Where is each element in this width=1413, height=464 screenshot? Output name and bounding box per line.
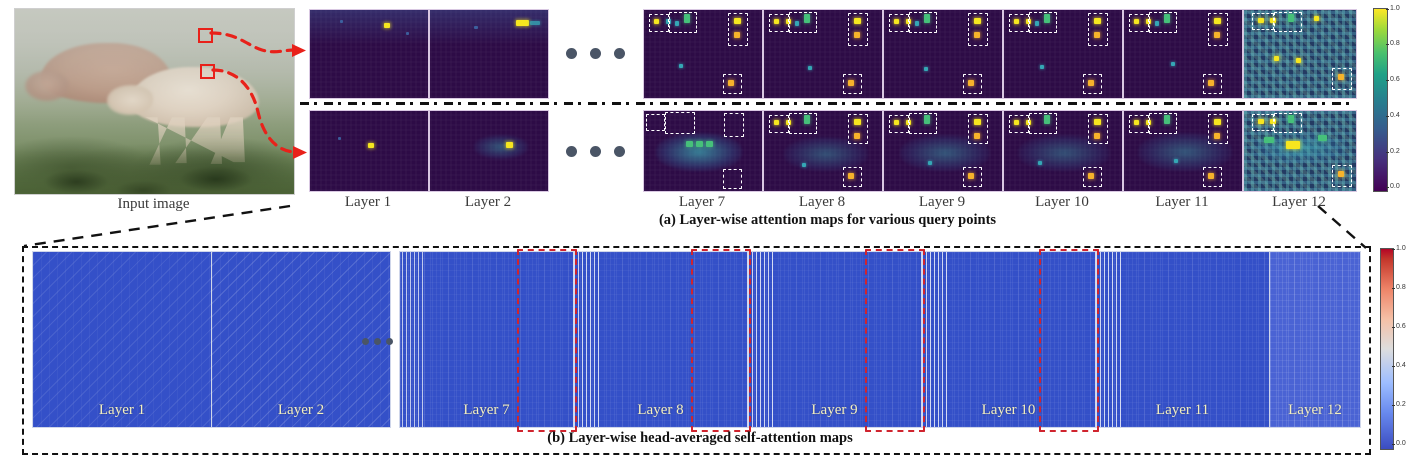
panel-b-frame: [22, 246, 1371, 455]
selfattn-label-layer1: Layer 1: [98, 402, 146, 418]
ellipsis-row2: [566, 146, 626, 158]
colorbar-b-tick-0_0: 0.0: [1392, 440, 1406, 447]
attention-tile-row1-layer7: [643, 9, 763, 99]
selfattn-tile-layer1: Layer 1: [32, 251, 212, 428]
selfattn-tile-layer9: Layer 9: [747, 251, 922, 428]
selfattn-tile-layer8: Layer 8: [573, 251, 748, 428]
query-point-box-upper: [198, 28, 213, 43]
colorbar-a-tick-0_8: 0.8: [1386, 40, 1400, 47]
selfattn-tile-layer11: Layer 11: [1095, 251, 1270, 428]
selfattn-label-layer2: Layer 2: [277, 402, 325, 418]
colorbar-a-tick-0_0: 0.0: [1386, 183, 1400, 190]
attention-tile-row2-layer12: [1243, 110, 1357, 192]
attention-tile-row2-layer10: [1003, 110, 1123, 192]
attention-tile-row2-layer2: [429, 110, 549, 192]
query-point-box-lower: [200, 64, 215, 79]
attention-tile-row1-layer2: [429, 9, 549, 99]
colorbar-b-tick-0_2: 0.2: [1392, 401, 1406, 408]
colorbar-gradient-coolwarm: [1380, 248, 1394, 450]
selfattn-label-layer10: Layer 10: [981, 402, 1036, 418]
attention-tile-row2-layer8: [763, 110, 883, 192]
selfattn-tile-layer2: Layer 2: [211, 251, 391, 428]
layer-label-a-10: Layer 10: [1035, 194, 1089, 210]
colorbar-a-tick-0_6: 0.6: [1386, 76, 1400, 83]
attention-tile-row2-layer1: [309, 110, 429, 192]
layer-label-a-9: Layer 9: [918, 194, 966, 210]
highlight-box-b-1: [517, 249, 577, 432]
colorbar-a-tick-0_4: 0.4: [1386, 112, 1400, 119]
colorbar-b-tick-1_0: 1.0: [1392, 245, 1406, 252]
colorbar-gradient-viridis: [1373, 8, 1388, 192]
selfattn-label-layer11: Layer 11: [1155, 402, 1210, 418]
selfattn-label-layer7: Layer 7: [463, 402, 510, 418]
attention-tile-row2-layer7: [643, 110, 763, 192]
attention-tile-row1-layer10: [1003, 9, 1123, 99]
input-image-label: Input image: [117, 196, 190, 212]
colorbar-panel-b: 1.0 0.8 0.6 0.4 0.2 0.0: [1380, 245, 1413, 450]
ellipsis-row1: [566, 48, 626, 60]
layer-label-a-7: Layer 7: [678, 194, 726, 210]
selfattn-label-layer12: Layer 12: [1288, 402, 1342, 418]
highlight-box-b-4: [1039, 249, 1099, 432]
colorbar-a-tick-1_0: 1.0: [1386, 5, 1400, 12]
row-divider: [300, 102, 1355, 105]
layer-label-a-12: Layer 12: [1272, 194, 1326, 210]
highlight-box-b-2: [691, 249, 751, 432]
layer-label-a-2: Layer 2: [464, 194, 512, 210]
colorbar-b-tick-0_8: 0.8: [1392, 284, 1406, 291]
selfattn-tile-layer10: Layer 10: [921, 251, 1096, 428]
colorbar-a-tick-0_2: 0.2: [1386, 148, 1400, 155]
colorbar-panel-a: 1.0 0.8 0.6 0.4 0.2 0.0: [1373, 5, 1413, 192]
selfattn-label-layer9: Layer 9: [811, 402, 858, 418]
attention-tile-row1-layer11: [1123, 9, 1243, 99]
attention-tile-row1-layer1: [309, 9, 429, 99]
input-image: [14, 8, 295, 195]
colorbar-b-tick-0_6: 0.6: [1392, 323, 1406, 330]
selfattn-tile-layer12: Layer 12: [1269, 251, 1361, 428]
panel-a-caption: (a) Layer-wise attention maps for variou…: [658, 212, 997, 228]
highlight-box-b-3: [865, 249, 925, 432]
attention-tile-row1-layer12: [1243, 9, 1357, 99]
layer-label-a-8: Layer 8: [798, 194, 846, 210]
selfattn-label-layer8: Layer 8: [637, 402, 684, 418]
panel-b-caption: (b) Layer-wise head-averaged self-attent…: [547, 430, 853, 446]
attention-tile-row1-layer8: [763, 9, 883, 99]
attention-tile-row2-layer9: [883, 110, 1003, 192]
attention-tile-row1-layer9: [883, 9, 1003, 99]
layer-label-a-11: Layer 11: [1155, 194, 1209, 210]
fog-overlay: [15, 9, 294, 194]
colorbar-b-tick-0_4: 0.4: [1392, 362, 1406, 369]
selfattn-tile-layer7: Layer 7: [399, 251, 574, 428]
layer-label-a-1: Layer 1: [344, 194, 392, 210]
attention-tile-row2-layer11: [1123, 110, 1243, 192]
